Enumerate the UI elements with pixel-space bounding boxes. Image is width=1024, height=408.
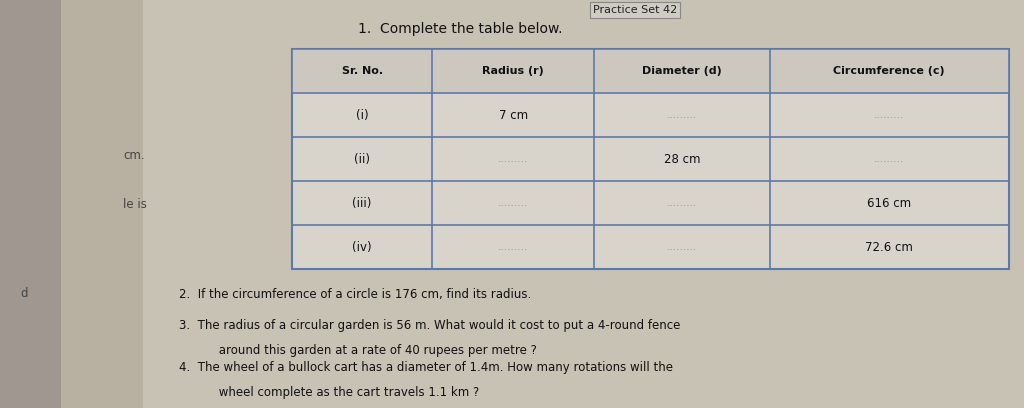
Text: (i): (i) <box>355 109 369 122</box>
Text: le is: le is <box>123 197 146 211</box>
Text: .........: ......... <box>498 198 528 208</box>
Text: 616 cm: 616 cm <box>867 197 911 210</box>
Text: Radius (r): Radius (r) <box>482 66 544 76</box>
Text: (ii): (ii) <box>354 153 370 166</box>
Text: Practice Set 42: Practice Set 42 <box>593 5 677 15</box>
Text: .........: ......... <box>874 154 904 164</box>
Bar <box>0 0 143 408</box>
Text: .........: ......... <box>667 242 697 252</box>
Text: .........: ......... <box>667 198 697 208</box>
Text: Sr. No.: Sr. No. <box>342 66 383 76</box>
Text: 7 cm: 7 cm <box>499 109 527 122</box>
Text: .........: ......... <box>667 110 697 120</box>
Text: 1.  Complete the table below.: 1. Complete the table below. <box>358 22 563 35</box>
Bar <box>292 49 1009 93</box>
Text: 72.6 cm: 72.6 cm <box>865 241 913 254</box>
Text: 4.  The wheel of a bullock cart has a diameter of 1.4m. How many rotations will : 4. The wheel of a bullock cart has a dia… <box>179 361 673 374</box>
Text: cm.: cm. <box>123 149 144 162</box>
Text: .........: ......... <box>498 242 528 252</box>
Text: 3.  The radius of a circular garden is 56 m. What would it cost to put a 4-round: 3. The radius of a circular garden is 56… <box>179 319 681 332</box>
Text: 2.  If the circumference of a circle is 176 cm, find its radius.: 2. If the circumference of a circle is 1… <box>179 288 531 301</box>
Text: around this garden at a rate of 40 rupees per metre ?: around this garden at a rate of 40 rupee… <box>200 344 537 357</box>
Text: d: d <box>20 287 28 300</box>
Text: 28 cm: 28 cm <box>664 153 700 166</box>
Text: (iii): (iii) <box>352 197 372 210</box>
Text: .........: ......... <box>498 154 528 164</box>
Text: .........: ......... <box>874 110 904 120</box>
Text: Circumference (c): Circumference (c) <box>834 66 945 76</box>
Text: wheel complete as the cart travels 1.1 km ?: wheel complete as the cart travels 1.1 k… <box>200 386 479 399</box>
Text: (iv): (iv) <box>352 241 372 254</box>
Bar <box>0 0 61 408</box>
Text: Diameter (d): Diameter (d) <box>642 66 722 76</box>
Bar <box>292 49 1009 269</box>
